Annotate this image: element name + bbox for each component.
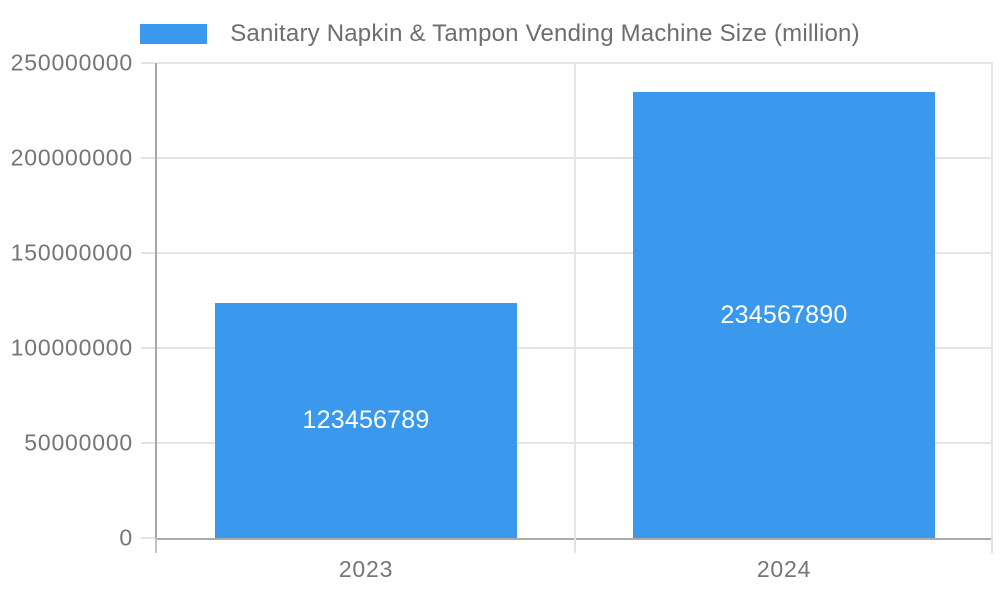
legend-item[interactable]: Sanitary Napkin & Tampon Vending Machine… [0,20,1000,48]
x-tick [991,538,993,553]
plot-right-border [991,63,993,538]
y-tick [141,537,155,539]
bar-2024[interactable]: 234567890 [633,92,935,538]
y-tick [141,157,155,159]
bar-value-label: 123456789 [302,406,430,435]
x-tick-label-2024: 2024 [756,556,812,582]
legend-swatch [140,24,208,44]
x-tick-label-2023: 2023 [338,556,394,582]
legend-label: Sanitary Napkin & Tampon Vending Machine… [230,20,860,47]
x-tick [155,538,157,553]
y-tick [141,252,155,254]
y-tick-label: 50000000 [24,429,133,456]
y-tick [141,62,155,64]
v-gridline [574,63,576,538]
y-tick-label: 0 [119,524,133,551]
y-tick-label: 250000000 [10,49,133,76]
bar-value-label: 234567890 [720,300,848,329]
plot-area: 123456789 234567890 [141,62,993,553]
x-tick [574,538,576,553]
y-tick-label: 100000000 [10,334,133,361]
x-axis-labels: 2023 2024 [157,540,993,585]
y-tick [141,442,155,444]
bar-2023[interactable]: 123456789 [215,303,517,538]
y-tick-label: 150000000 [10,239,133,266]
y-tick-label: 200000000 [10,144,133,171]
y-axis-labels: 250000000 200000000 150000000 100000000 … [0,50,133,551]
y-tick [141,347,155,349]
